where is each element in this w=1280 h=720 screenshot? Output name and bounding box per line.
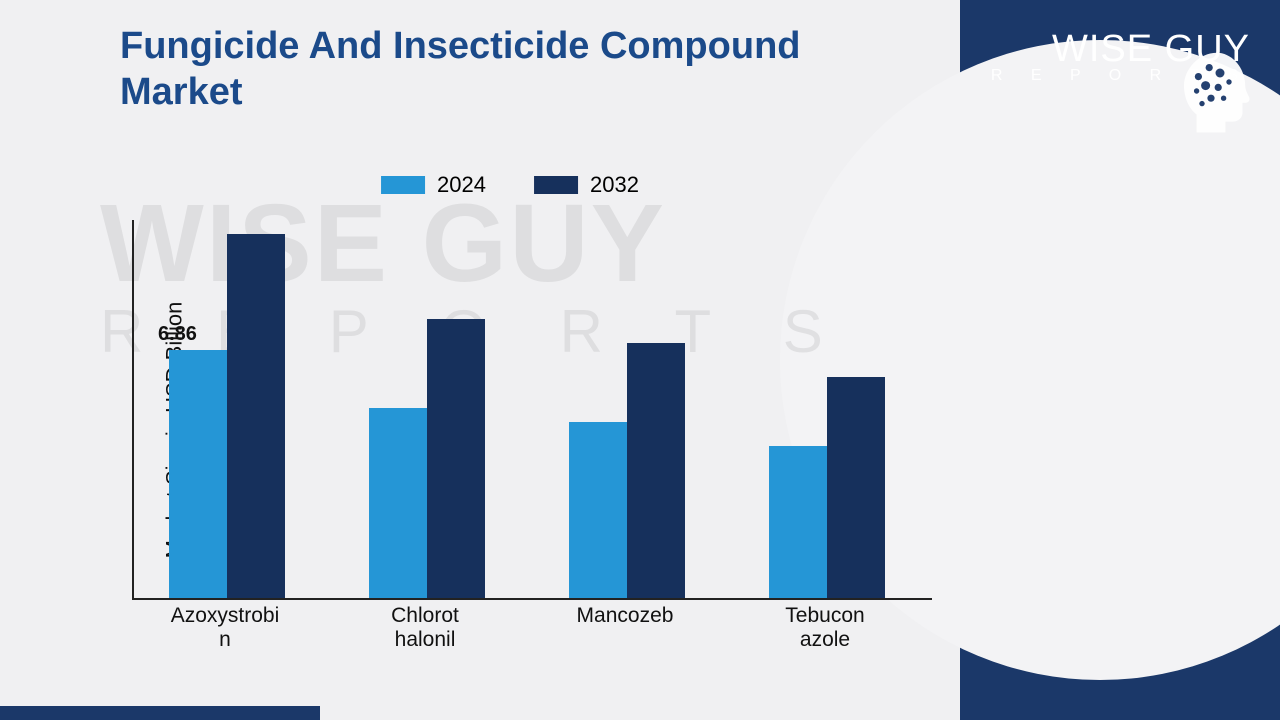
bar-group (752, 377, 902, 598)
bar-group: 6.86 (152, 234, 302, 598)
legend-label-2024: 2024 (437, 172, 486, 198)
bar-2032 (427, 319, 485, 598)
bar-chart: Market Size in USD Billion 2024 2032 6.8… (70, 160, 950, 700)
bar-group (552, 343, 702, 598)
bar-2024 (369, 408, 427, 598)
legend-item-2032: 2032 (534, 172, 639, 198)
bar-2032 (227, 234, 285, 598)
bar-2024 (569, 422, 627, 598)
plot-area: 6.86 (132, 220, 932, 600)
x-axis-label: Chlorothalonil (350, 604, 500, 652)
bar-2032 (827, 377, 885, 598)
page-root: WISE GUY R E P O R T S WISE GUY R E P O … (0, 0, 1280, 720)
brand-logo: WISE GUY R E P O R T S (991, 28, 1250, 85)
legend-item-2024: 2024 (381, 172, 486, 198)
chart-title: Fungicide And Insecticide Compound Marke… (120, 24, 880, 115)
x-axis-labels: Azoxystrobin Chlorothalonil Mancozeb Tebuco… (132, 604, 932, 694)
legend-label-2032: 2032 (590, 172, 639, 198)
legend-swatch-2024 (381, 176, 425, 194)
head-silhouette-icon (1166, 46, 1256, 136)
bar-2024 (769, 446, 827, 598)
bar-value-label: 6.86 (158, 323, 197, 346)
chart-legend: 2024 2032 (381, 172, 639, 198)
legend-swatch-2032 (534, 176, 578, 194)
bar-2024 (169, 350, 227, 598)
x-axis-label: Tebuconazole (750, 604, 900, 652)
bottom-accent-bar (0, 706, 320, 720)
x-axis-label: Mancozeb (550, 604, 700, 628)
x-axis-label: Azoxystrobin (150, 604, 300, 652)
bar-2032 (627, 343, 685, 598)
bar-group (352, 319, 502, 598)
